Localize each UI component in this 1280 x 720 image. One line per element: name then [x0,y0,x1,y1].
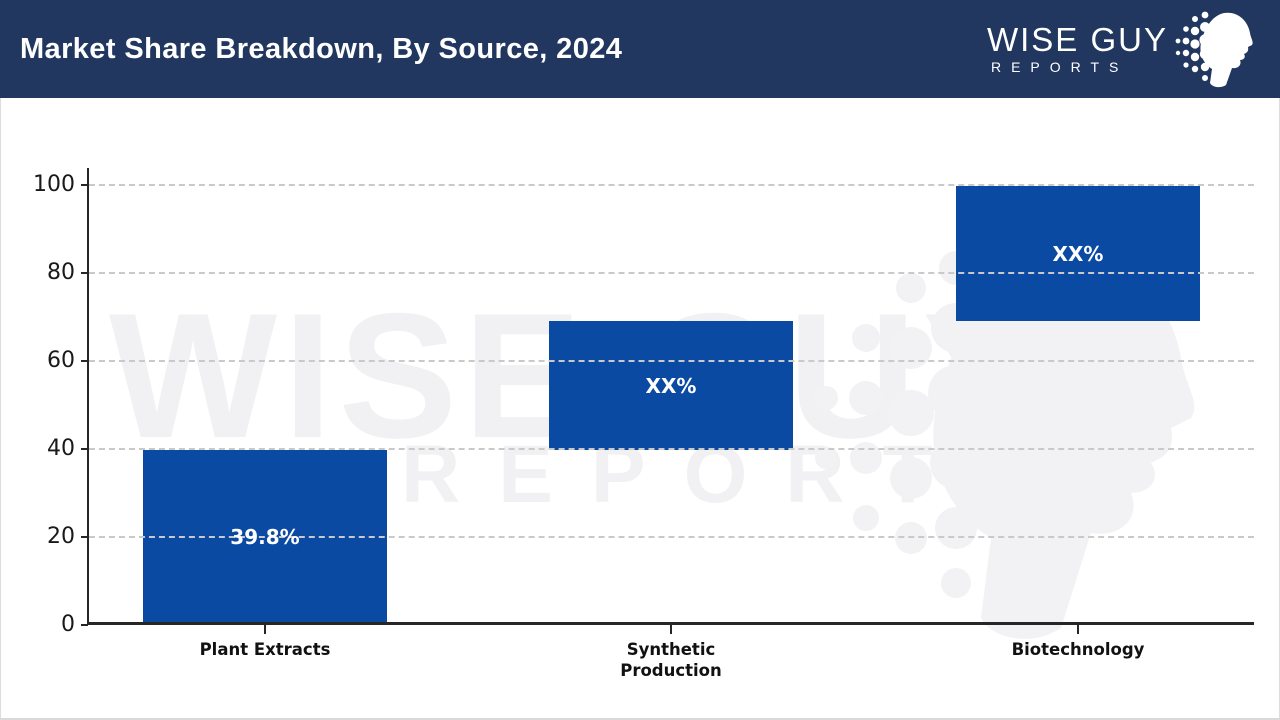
gridline-40 [89,448,1254,450]
x-axis-line [87,622,1254,625]
x-category-label: Plant Extracts [199,640,331,659]
y-tick-0 [81,624,88,626]
y-tick-label-0: 0 [61,612,75,637]
x-tick-2 [670,625,672,634]
header: Market Share Breakdown, By Source, 2024 … [0,0,1280,98]
gridline-80 [89,272,1254,274]
y-tick-100 [81,184,88,186]
chart-area: WISE GUY REPORTS 0 20 40 60 80 100 39.8% XX% XX%… [0,98,1280,720]
logo-head-icon [1175,11,1253,88]
logo-wordmark: WISE GUY REPORTS [987,23,1168,75]
bar-value-label: 39.8% [230,525,300,550]
bar-synthetic-production [549,321,793,450]
gridline-100 [89,184,1254,186]
gridline-20 [89,536,1254,538]
y-tick-80 [81,272,88,274]
y-tick-label-20: 20 [47,524,75,549]
x-tick-1 [264,625,266,634]
y-tick-20 [81,536,88,538]
y-tick-label-80: 80 [47,260,75,285]
y-tick-40 [81,448,88,450]
y-tick-label-60: 60 [47,348,75,373]
x-category-label: Synthetic Production [620,640,722,680]
y-axis-line [87,168,89,625]
x-tick-3 [1077,625,1079,634]
logo-wordmark-line2: REPORTS [990,59,1129,75]
page-title: Market Share Breakdown, By Source, 2024 [20,32,623,65]
y-tick-label-100: 100 [33,172,75,197]
x-category-label: Biotechnology [1011,640,1145,659]
wise-guy-logo: WISE GUY REPORTS [987,7,1256,91]
bar-value-label: XX% [1052,241,1104,266]
logo-wordmark-line1: WISE GUY [986,21,1168,58]
y-tick-60 [81,360,88,362]
gridline-60 [89,360,1254,362]
bar-value-label: XX% [645,373,697,398]
y-tick-label-40: 40 [47,436,75,461]
